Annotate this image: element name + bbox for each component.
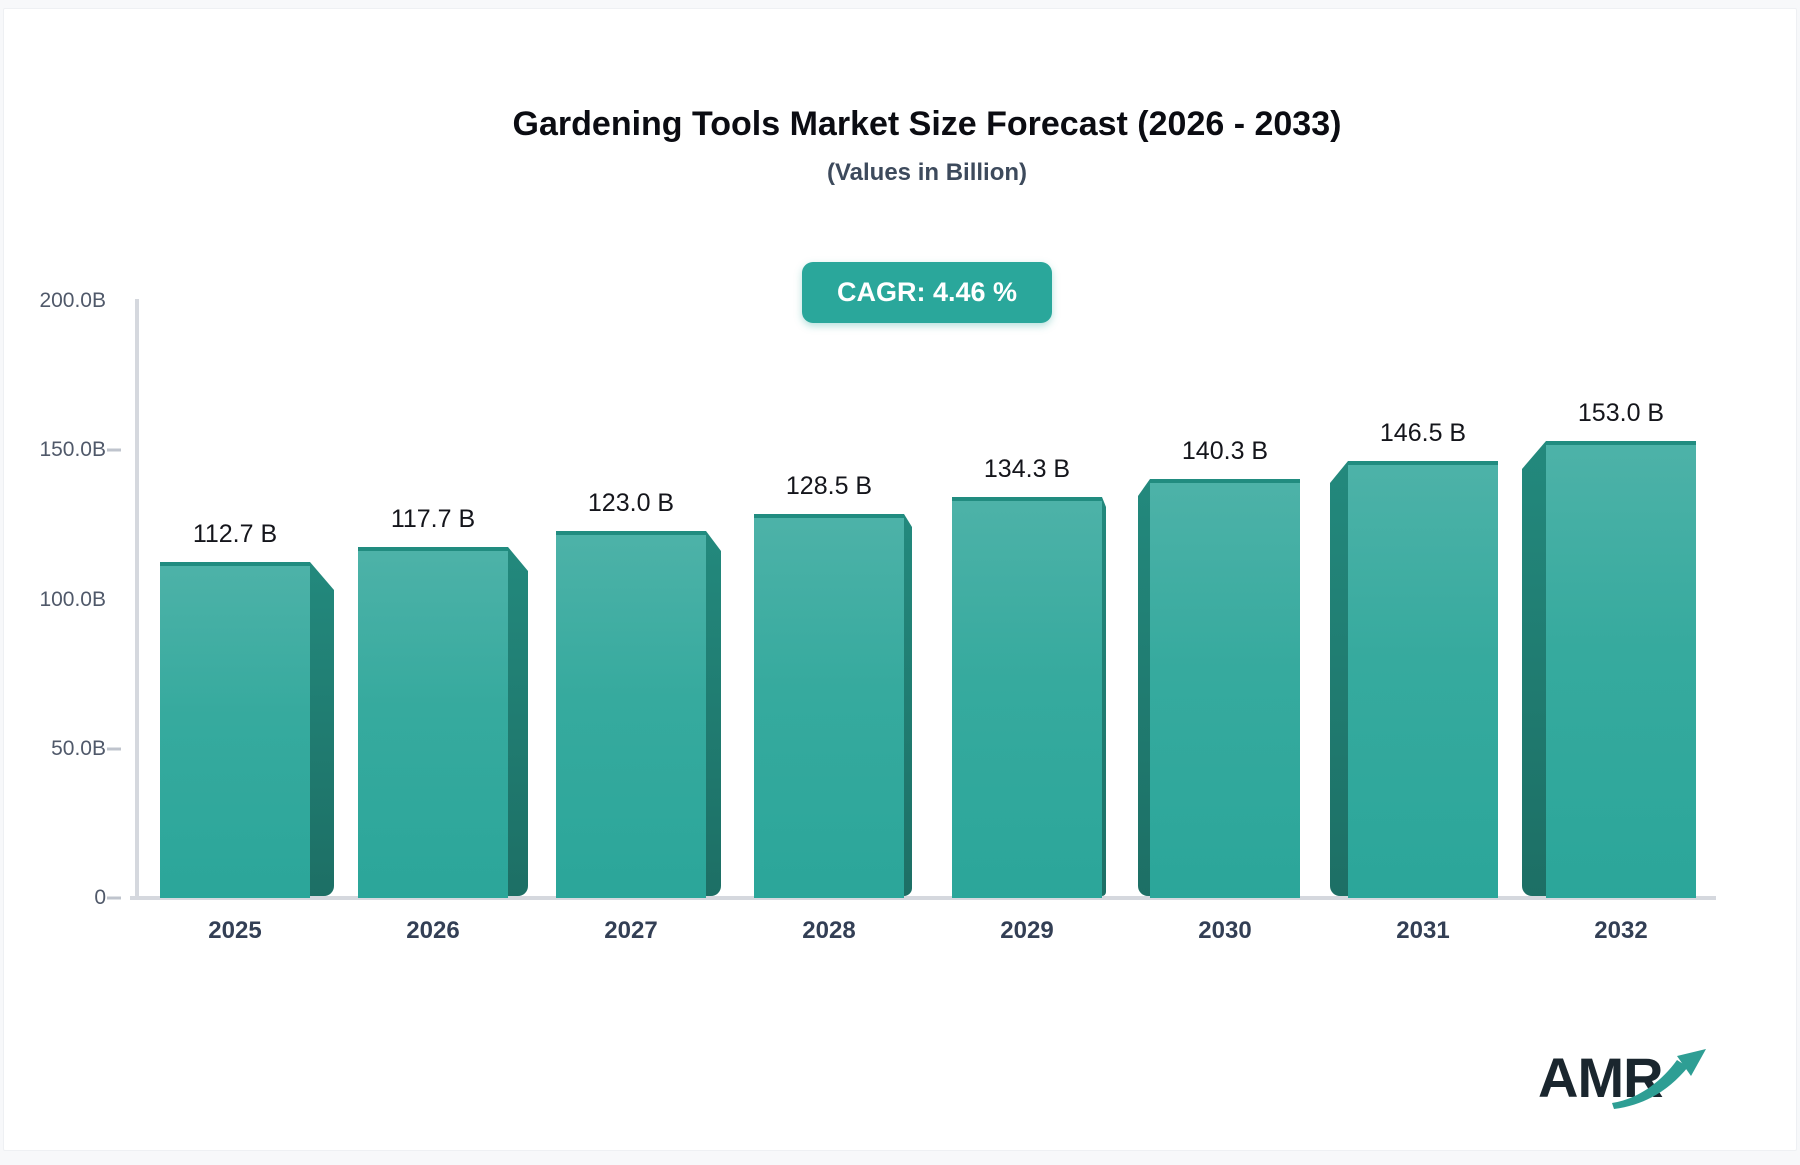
bar xyxy=(1348,461,1498,898)
bar xyxy=(358,547,508,898)
x-axis-label: 2029 xyxy=(1000,917,1054,944)
y-axis-label: 100.0B xyxy=(39,587,106,611)
bar-chart: 0 50.0B 100.0B 150.0B 200.0B 112.7 B 2025 117.7… xyxy=(4,9,1800,1165)
x-axis-label: 2026 xyxy=(406,917,460,944)
bar-side-3d xyxy=(310,562,334,896)
bar xyxy=(160,562,310,898)
bar xyxy=(952,497,1102,898)
bar xyxy=(1546,441,1696,898)
x-axis-label: 2025 xyxy=(208,917,262,944)
bar-value-label: 140.3 B xyxy=(1181,437,1269,465)
amr-logo: AMR xyxy=(1538,1046,1706,1109)
bar-value-label: 153.0 B xyxy=(1577,399,1665,427)
bar xyxy=(1150,479,1300,898)
bar-value-label: 128.5 B xyxy=(785,472,873,500)
x-axis-label: 2028 xyxy=(802,917,856,944)
y-axis-label: 50.0B xyxy=(51,736,106,760)
bar-side-3d xyxy=(508,547,528,896)
bar-side-3d xyxy=(1102,497,1106,896)
y-axis-line xyxy=(135,299,139,900)
x-axis-label: 2032 xyxy=(1594,917,1648,944)
bar xyxy=(754,514,904,898)
y-axis-label: 200.0B xyxy=(39,289,106,312)
y-axis-tick xyxy=(107,896,121,900)
chart-card: Gardening Tools Market Size Forecast (20… xyxy=(3,8,1797,1151)
cagr-badge: CAGR: 4.46 % xyxy=(802,262,1052,323)
x-axis-label: 2030 xyxy=(1198,917,1252,944)
bar-value-label: 123.0 B xyxy=(587,489,675,517)
bar-side-3d xyxy=(1138,479,1150,896)
bar-side-3d xyxy=(706,531,721,896)
chart-title: Gardening Tools Market Size Forecast (20… xyxy=(512,105,1342,143)
bar-value-label: 112.7 B xyxy=(192,520,278,548)
bar-value-label: 117.7 B xyxy=(390,505,476,533)
x-axis-line xyxy=(130,896,1716,900)
x-axis-label: 2031 xyxy=(1396,917,1450,944)
bar-value-label: 134.3 B xyxy=(983,455,1071,483)
y-axis-tick xyxy=(107,448,121,452)
y-axis-label: 150.0B xyxy=(39,438,106,462)
bar-side-3d xyxy=(904,514,912,896)
y-axis-tick xyxy=(107,747,121,751)
bar-value-label: 146.5 B xyxy=(1379,419,1467,447)
y-axis-label: 0 xyxy=(94,886,106,909)
bar-side-3d xyxy=(1330,461,1348,896)
bar-side-3d xyxy=(1522,441,1546,896)
x-axis-label: 2027 xyxy=(604,917,658,944)
amr-arrow-icon xyxy=(1612,1049,1706,1109)
bar xyxy=(556,531,706,898)
chart-subtitle: (Values in Billion) xyxy=(826,159,1028,186)
